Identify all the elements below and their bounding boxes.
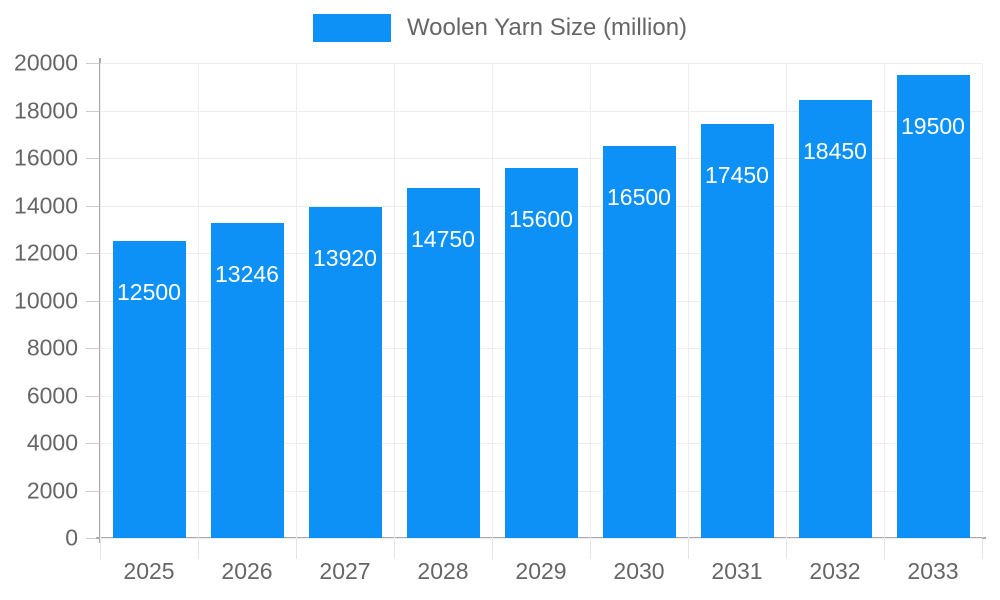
x-axis-tick-mark [590, 539, 591, 559]
y-axis-tick-mark [86, 538, 99, 539]
x-axis-tick-label: 2027 [319, 558, 371, 584]
y-axis-tick-label: 18000 [14, 97, 78, 123]
y-axis-tick-mark [86, 348, 99, 349]
x-axis-tick-label: 2030 [613, 558, 665, 584]
y-axis-tick-label: 0 [65, 524, 78, 551]
bar[interactable]: 19500 [896, 74, 970, 538]
x-gridline [688, 63, 689, 538]
y-axis-tick-label: 6000 [26, 382, 78, 408]
y-axis-tick-label: 12000 [14, 239, 78, 266]
bar[interactable]: 18450 [798, 99, 872, 538]
y-gridline [100, 63, 982, 64]
bar[interactable]: 13246 [210, 223, 284, 538]
bar-value-label: 13920 [313, 245, 377, 272]
y-gridline [100, 110, 982, 112]
bar[interactable]: 12500 [112, 241, 186, 538]
bar[interactable]: 15600 [504, 167, 578, 538]
legend-color-swatch-icon [312, 14, 391, 42]
y-gridline [100, 538, 982, 539]
chart-legend: Woolen Yarn Size (million) [0, 10, 1000, 46]
plot-area: 12500 13246 13920 14750 15600 16500 17450 18450… [100, 63, 983, 539]
x-gridline [590, 63, 591, 538]
bar[interactable]: 13920 [308, 207, 382, 538]
y-axis-tick-label: 14000 [14, 192, 78, 218]
x-gridline [296, 63, 297, 538]
x-gridline [786, 63, 787, 538]
x-axis-tick-label: 2025 [123, 558, 175, 584]
y-axis-tick-mark [86, 490, 99, 492]
x-axis-tick-label: 2033 [907, 558, 959, 584]
x-gridline [492, 63, 493, 538]
x-axis-tick-label: 2032 [809, 558, 861, 584]
x-gridline [884, 63, 885, 538]
y-axis-tick-mark [86, 205, 99, 207]
y-axis-tick-mark [86, 443, 99, 444]
y-axis-tick-mark [86, 110, 99, 112]
x-gridline [394, 63, 395, 538]
x-axis-tick-mark [100, 539, 101, 559]
x-axis-tick-mark [786, 539, 787, 559]
y-axis-tick-label: 8000 [26, 334, 78, 361]
x-axis-tick-mark [982, 539, 983, 559]
legend-item-woolen-yarn-size[interactable]: Woolen Yarn Size (million) [312, 14, 688, 42]
y-axis-tick-label: 20000 [14, 49, 78, 76]
bar-value-label: 19500 [901, 112, 965, 139]
bar-value-label: 17450 [705, 161, 769, 188]
x-axis-tick-mark [688, 539, 689, 559]
bar-value-label: 13246 [215, 261, 279, 288]
y-axis-tick-mark [86, 63, 99, 64]
x-axis-tick-label: 2028 [417, 558, 469, 584]
bar-value-label: 18450 [803, 137, 867, 164]
y-axis-tick-label: 16000 [14, 144, 78, 171]
x-axis-tick-mark [198, 539, 199, 559]
x-axis-tick-mark [492, 539, 493, 559]
x-axis-tick-mark [296, 539, 297, 559]
x-axis-tick-label: 2026 [221, 558, 273, 584]
bar[interactable]: 16500 [602, 146, 676, 538]
x-gridline [198, 63, 199, 538]
legend-item-label: Woolen Yarn Size (million) [406, 14, 688, 41]
y-axis-tick-mark [86, 300, 99, 302]
x-axis-tick-mark [394, 539, 395, 559]
y-axis-tick-mark [86, 253, 99, 254]
y-axis-tick-label: 4000 [26, 429, 78, 456]
x-gridline [100, 63, 101, 538]
y-gridline [100, 158, 982, 159]
x-axis-tick-mark [884, 539, 885, 559]
y-axis-tick-mark [86, 158, 99, 159]
bar[interactable]: 14750 [406, 187, 480, 538]
bar-value-label: 15600 [509, 205, 573, 232]
y-axis-tick-label: 2000 [26, 477, 78, 503]
bar-value-label: 16500 [607, 184, 671, 211]
y-axis-tick-label: 10000 [14, 287, 78, 313]
y-axis-tick-mark [86, 395, 99, 397]
x-gridline [982, 63, 983, 538]
bar[interactable]: 17450 [700, 123, 774, 538]
x-axis-tick-label: 2029 [515, 558, 567, 584]
bar-value-label: 14750 [411, 225, 475, 252]
bar-value-label: 12500 [117, 279, 181, 306]
x-axis-tick-label: 2031 [711, 558, 763, 584]
